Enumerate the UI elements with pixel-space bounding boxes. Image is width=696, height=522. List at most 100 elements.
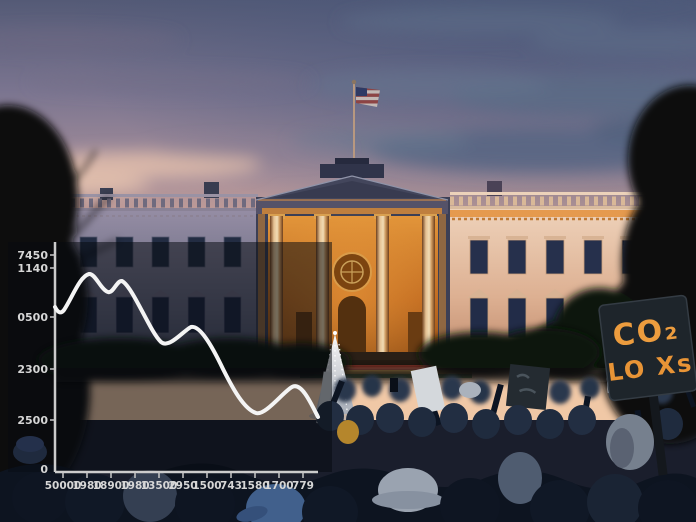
column (376, 216, 389, 352)
column-capital (374, 212, 391, 219)
chart-panel (55, 242, 332, 472)
pediment-tympanum (272, 181, 432, 198)
balustrade-base (62, 208, 258, 211)
window (583, 239, 603, 275)
yellow-beanie (337, 420, 359, 444)
crowd-front-row (12, 452, 696, 522)
tree-topper (333, 331, 337, 335)
y-axis-label: 1140 (17, 262, 48, 275)
crowd-head (580, 377, 600, 399)
flag-assembly (351, 79, 380, 160)
crowd-head (441, 376, 463, 400)
crowd (0, 364, 696, 522)
x-axis-label: 50000 (45, 480, 82, 492)
pilaster (439, 214, 446, 354)
crowd-head (376, 403, 404, 433)
window-pediment (543, 289, 567, 298)
blue-cap-brim (236, 506, 268, 522)
entablature-lit-band (262, 208, 442, 214)
roof-attic (320, 164, 384, 178)
x-axis-label: 1980 (72, 480, 101, 492)
x-axis-labels: 50000 1980 18900 1980 13500 2950 1500 74… (45, 480, 314, 492)
y-axis-label: 7450 (17, 249, 48, 262)
crowd-head (123, 470, 177, 522)
window-lintel (468, 236, 490, 239)
window (469, 239, 489, 275)
x-axis-label: 2950 (168, 480, 197, 492)
x-axis-label: 779 (292, 480, 314, 492)
round-window (332, 252, 372, 292)
crowd-head (536, 409, 564, 439)
pediment-raking-edge (255, 175, 353, 201)
column (422, 216, 435, 352)
window (545, 239, 565, 275)
column-capital (420, 212, 437, 219)
raised-arm (490, 383, 504, 415)
head-shadow (610, 428, 634, 468)
side-niche (408, 312, 424, 352)
white-cap (459, 382, 481, 398)
y-axis-labels: 7450 1140 0500 2300 2500 0 (17, 249, 48, 476)
balustrade-rail (62, 194, 258, 197)
column-capital (314, 212, 331, 219)
y-axis-label: 0500 (17, 311, 48, 324)
portico-steps (258, 352, 446, 360)
x-axis-label: 1700 (264, 480, 293, 492)
crowd-head (175, 476, 235, 522)
crowd-head (549, 380, 571, 404)
crowd-head (440, 478, 500, 522)
sign-pole (648, 393, 668, 476)
crowd-head (362, 375, 382, 397)
us-flag-icon (356, 87, 380, 107)
crowd-head (65, 474, 125, 522)
window-lintel (544, 236, 566, 239)
crowd-head (472, 409, 500, 439)
column-capital (268, 212, 285, 219)
crowd-head (568, 405, 596, 435)
window (469, 297, 489, 339)
x-axis-label: 1580 (240, 480, 269, 492)
portico-base (252, 360, 452, 367)
co2-protest-sign: CO₂ LO Xs (598, 294, 696, 476)
balustrade-rail (450, 192, 665, 195)
x-axis-label: 1980 (120, 480, 149, 492)
x-axis-ticks (62, 472, 304, 478)
trend-line (53, 272, 320, 419)
chart-label-gutter (8, 242, 55, 472)
crowd-head (638, 480, 696, 522)
window-pediment (505, 289, 529, 298)
x-axis-label: 743 (220, 480, 242, 492)
roof-structure (335, 158, 369, 167)
flagpole-finial (351, 79, 357, 85)
entrance-door (338, 296, 366, 352)
y-axis-label: 2500 (17, 414, 48, 427)
window-lintel (506, 236, 528, 239)
bucket-hat-brim (372, 491, 444, 509)
window-pediment (467, 289, 491, 298)
x-axis-label: 13500 (141, 480, 178, 492)
crowd-head (530, 480, 590, 522)
window-lintel (582, 236, 604, 239)
white-sign (410, 365, 446, 415)
pediment-raking-edge (351, 175, 449, 201)
balustrade-base (450, 206, 665, 209)
crowd-head (302, 486, 358, 522)
chart-overlay: 7450 1140 0500 2300 2500 0 50000 1980 18… (8, 242, 332, 492)
window (507, 239, 527, 275)
cap (16, 436, 44, 452)
x-axis-label: 18900 (93, 480, 130, 492)
y-axis-label: 0 (40, 463, 48, 476)
crowd-head (498, 452, 542, 504)
co2-sign-line1: CO₂ (611, 311, 681, 354)
lit-cornice (450, 210, 665, 217)
crowd-head (587, 474, 643, 522)
crowd-head (440, 403, 468, 433)
y-axis-label: 2300 (17, 363, 48, 376)
x-axis-label: 1500 (192, 480, 221, 492)
y-axis-ticks (50, 254, 56, 421)
phone-held-up (390, 378, 398, 392)
crowd-head (12, 472, 68, 522)
crowd-mid-rows (13, 382, 683, 470)
